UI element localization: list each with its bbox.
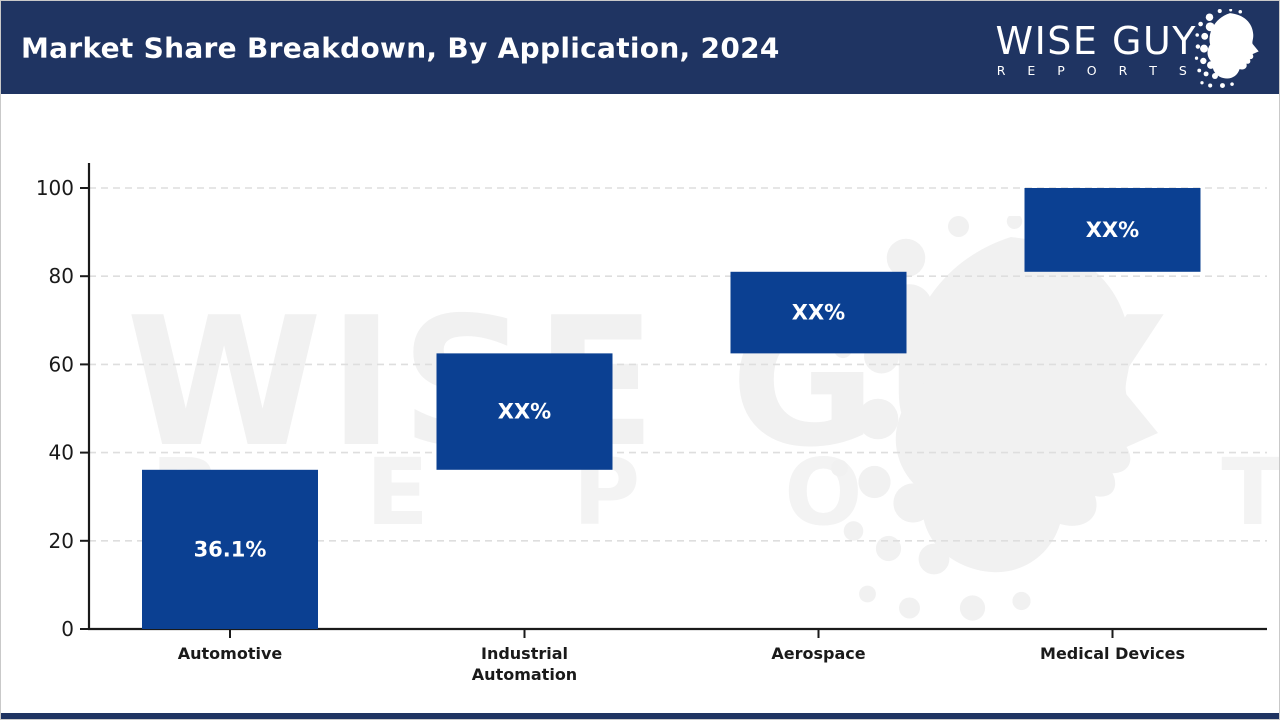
- page-title: Market Share Breakdown, By Application, …: [21, 31, 780, 64]
- bar-segment: [142, 469, 318, 629]
- category-label: Automotive: [178, 644, 283, 663]
- y-tick-label: 0: [61, 617, 74, 641]
- footer-bar: [1, 713, 1279, 719]
- head-dot: [1203, 71, 1209, 77]
- head-dot: [1210, 36, 1216, 42]
- header-bar: Market Share Breakdown, By Application, …: [1, 1, 1279, 94]
- head-dot: [1205, 13, 1214, 21]
- head-dot: [1195, 33, 1199, 37]
- head-dot: [1209, 49, 1214, 54]
- head-dot: [1200, 44, 1208, 53]
- bar-value-label: XX%: [792, 301, 845, 325]
- category-label: Medical Devices: [1040, 644, 1185, 663]
- head-dot: [1208, 83, 1213, 88]
- head-dot: [1205, 22, 1215, 32]
- head-dot: [1195, 44, 1201, 49]
- logo-text: WISE GUY R E P O R T S: [996, 21, 1197, 78]
- category-label: Aerospace: [771, 644, 865, 663]
- category-label: Industrial: [481, 644, 568, 663]
- head-dot: [1230, 82, 1234, 86]
- y-tick-label: 80: [49, 264, 74, 288]
- category-label: Automation: [472, 665, 577, 684]
- bar-value-label: 36.1%: [194, 537, 267, 561]
- head-dot: [1198, 21, 1203, 27]
- head-dot: [1211, 72, 1218, 79]
- bar-segment: [436, 353, 613, 470]
- logo-subtitle: R E P O R T S: [996, 63, 1196, 78]
- logo-head-dots-icon: [1194, 9, 1259, 88]
- y-tick-label: 60: [49, 352, 74, 376]
- head-dot: [1200, 81, 1204, 85]
- head-dot: [1201, 32, 1209, 40]
- head-dot: [1197, 68, 1202, 73]
- head-dot: [1200, 57, 1207, 65]
- head-dot: [1207, 61, 1215, 69]
- head-dot: [1194, 56, 1199, 60]
- head-profile-shape: [1207, 13, 1259, 79]
- y-tick-label: 40: [49, 441, 74, 465]
- y-tick-label: 100: [36, 176, 74, 200]
- bar-value-label: XX%: [498, 400, 551, 424]
- head-dot: [1220, 83, 1225, 88]
- logo-name: WISE GUY: [995, 19, 1197, 63]
- head-dot: [1217, 20, 1222, 25]
- wise-guy-reports-logo: WISE GUY R E P O R T S: [996, 7, 1265, 91]
- head-dot: [1229, 9, 1233, 12]
- head-dot: [1217, 9, 1222, 14]
- bar-value-label: XX%: [1086, 218, 1139, 242]
- y-tick-label: 20: [49, 529, 74, 553]
- head-dot: [1223, 17, 1227, 21]
- head-dot: [1238, 9, 1243, 14]
